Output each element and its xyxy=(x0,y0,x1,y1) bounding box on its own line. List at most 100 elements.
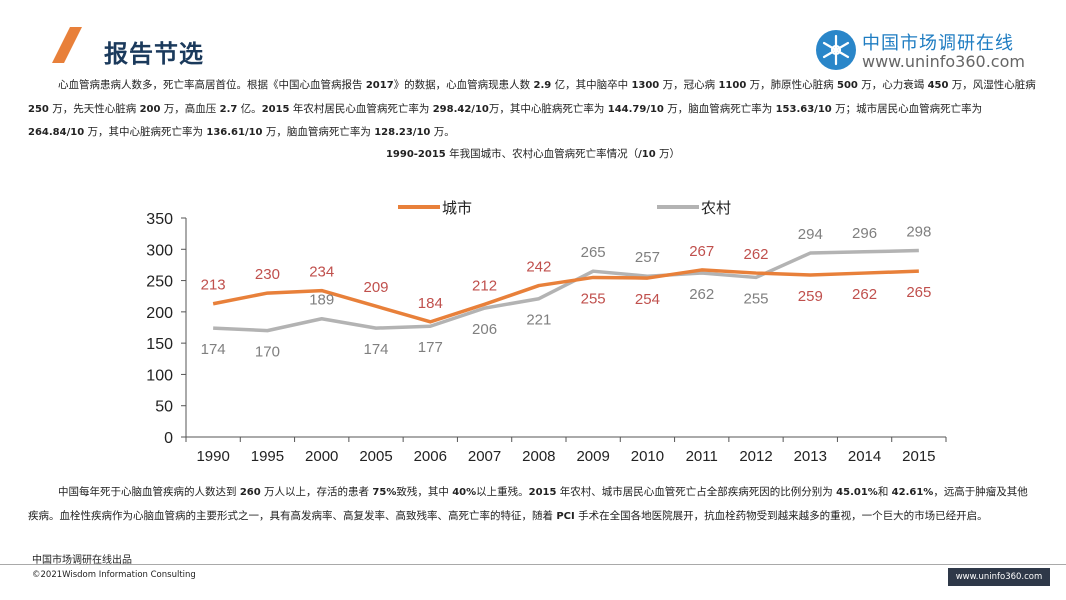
x-tick-label: 1995 xyxy=(251,448,284,465)
text-run: 万，高血压 xyxy=(160,102,220,115)
chart-title: 1990-2015 年我国城市、农村心血管病死亡率情况（/10 万） xyxy=(0,146,1066,161)
data-label: 189 xyxy=(309,292,334,309)
data-label: 257 xyxy=(635,249,660,266)
footer-copyright: ©2021Wisdom Information Consulting xyxy=(32,570,196,580)
bold-figure: 2015 xyxy=(528,487,557,498)
bold-figure: 136.61/10 xyxy=(206,127,263,138)
bold-figure: 298.42/10 xyxy=(432,103,489,115)
data-label: 262 xyxy=(852,286,877,303)
text-run: 以上重残。 xyxy=(476,486,529,498)
data-label: 259 xyxy=(798,288,823,305)
conclusion-paragraph: 中国每年死于心脑血管疾病的人数达到 260 万人以上，存活的患者 75%致残，其… xyxy=(28,481,1038,528)
bold-figure: 42.61% xyxy=(891,487,934,498)
data-label: 174 xyxy=(201,341,226,358)
bold-figure: 1300 xyxy=(631,80,660,91)
data-label: 221 xyxy=(526,312,551,329)
bold-figure: 200 xyxy=(139,103,161,115)
logo-name: 中国市场调研在线 xyxy=(862,33,1014,54)
data-label: 174 xyxy=(363,341,388,358)
text-run: 万，先天性心脏病 xyxy=(48,102,140,115)
bold-figure: 128.23/10 xyxy=(374,127,431,138)
text-run: 万，风湿性心脏病 xyxy=(948,79,1036,91)
text-run: 万，冠心病 xyxy=(659,79,719,91)
data-label: 254 xyxy=(635,291,660,308)
bold-figure: 2.9 xyxy=(533,80,552,91)
series-line-rural xyxy=(213,248,919,333)
data-label: 255 xyxy=(581,290,606,307)
x-tick-label: 2013 xyxy=(794,448,827,465)
text-run: 万，心力衰竭 xyxy=(857,79,928,91)
data-label: 267 xyxy=(689,243,714,260)
page-title: 报告节选 xyxy=(104,40,204,68)
bold-figure: 2015 xyxy=(261,103,290,115)
chart-title-years: 1990-2015 xyxy=(385,149,446,160)
text-run: 年农村居民心血管病死亡率为 xyxy=(289,102,433,115)
brand-logo: 中国市场调研在线 www.uninfo360.com xyxy=(816,27,1056,75)
footer-divider xyxy=(0,564,1066,565)
data-label: 255 xyxy=(743,290,768,307)
text-run: 亿。 xyxy=(237,102,262,115)
x-tick-label: 2008 xyxy=(522,448,555,465)
data-label: 265 xyxy=(581,244,606,261)
text-run: 万，肺原性心脏病 xyxy=(746,79,837,91)
y-tick-label: 100 xyxy=(146,367,173,384)
text-run: ；城市居民心血管病死亡率为 xyxy=(845,102,983,115)
x-tick-label: 1990 xyxy=(196,448,229,465)
bold-figure: 1100 xyxy=(718,80,747,91)
chart-title-unit: /10 xyxy=(638,149,656,160)
text-run: 亿，其中脑卒中 xyxy=(551,79,632,91)
bold-figure: 2017 xyxy=(365,80,394,91)
data-label: 170 xyxy=(255,344,280,361)
text-run: 年农村、城市居民心血管死亡占全部疾病死因的比例分别为 xyxy=(556,486,837,498)
data-label: 184 xyxy=(418,295,443,312)
x-tick-label: 2011 xyxy=(686,448,718,465)
text-run: 万，脑血管病死亡率为 xyxy=(663,102,776,115)
data-label: 213 xyxy=(201,277,226,294)
bold-figure: 40% xyxy=(452,487,477,498)
bold-figure: 264.84/10 xyxy=(28,127,85,138)
x-tick-label: 2009 xyxy=(576,448,609,465)
text-run: 万人以上，存活的患者 xyxy=(260,486,373,498)
chart-title-end: 万） xyxy=(655,148,681,160)
logo-url: www.uninfo360.com xyxy=(862,52,1025,71)
footer-url-badge[interactable]: www.uninfo360.com xyxy=(948,568,1050,586)
data-label: 234 xyxy=(309,264,334,281)
x-tick-label: 2007 xyxy=(468,448,501,465)
text-run: 万 xyxy=(831,102,846,115)
mortality-line-chart: 0 50 100 150 200 250 300 350 1990 1995 2000 2005 200… xyxy=(146,199,947,465)
text-run: 心血管病患病人数多，死亡率高居首位。根据《中国心血管病报告 xyxy=(58,79,366,91)
text-run: 中国每年死于心脑血管疾病的人数达到 xyxy=(58,486,240,498)
text-run: 致残，其中 xyxy=(396,486,453,498)
x-tick-label: 2014 xyxy=(848,448,881,465)
text-run: 和 xyxy=(877,486,892,498)
legend-label: 农村 xyxy=(701,199,731,217)
bold-figure: 144.79/10 xyxy=(607,103,664,115)
x-tick-label: 2015 xyxy=(902,448,935,465)
text-run: 万。 xyxy=(430,126,455,138)
bold-figure: 75% xyxy=(372,487,397,498)
accent-slash-icon xyxy=(52,27,82,63)
bold-figure: 450 xyxy=(927,80,949,91)
y-tick-label: 250 xyxy=(146,274,173,291)
text-run: 手术在全国各地医院展开，抗血栓药物受到越来越 xyxy=(574,509,810,522)
bold-figure: 153.63/10 xyxy=(775,103,832,115)
data-label: 298 xyxy=(906,224,931,241)
x-tick-label: 2006 xyxy=(414,448,447,465)
x-tick-label: 2000 xyxy=(305,448,338,465)
bold-figure: PCI xyxy=(556,510,575,522)
intro-paragraph: 心血管病患病人数多，死亡率高居首位。根据《中国心血管病报告 2017》的数据，心… xyxy=(28,74,1038,145)
legend-label: 城市 xyxy=(442,199,472,217)
text-run: 多的重视，一个巨大的市场已经开启。 xyxy=(809,509,988,522)
data-label: 262 xyxy=(689,286,714,303)
y-tick-label: 0 xyxy=(164,430,173,447)
snowflake-logo-icon xyxy=(816,30,856,70)
bold-figure: 2.7 xyxy=(219,103,238,115)
y-tick-label: 150 xyxy=(146,336,173,353)
bold-figure: 260 xyxy=(239,487,261,498)
data-label: 212 xyxy=(472,277,497,294)
x-tick-label: 2010 xyxy=(631,448,664,465)
y-tick-label: 50 xyxy=(155,399,173,416)
text-run: ， xyxy=(933,486,944,498)
text-run: 万，脑血管病死亡率为 xyxy=(262,126,375,138)
series-line-urban xyxy=(212,268,919,324)
